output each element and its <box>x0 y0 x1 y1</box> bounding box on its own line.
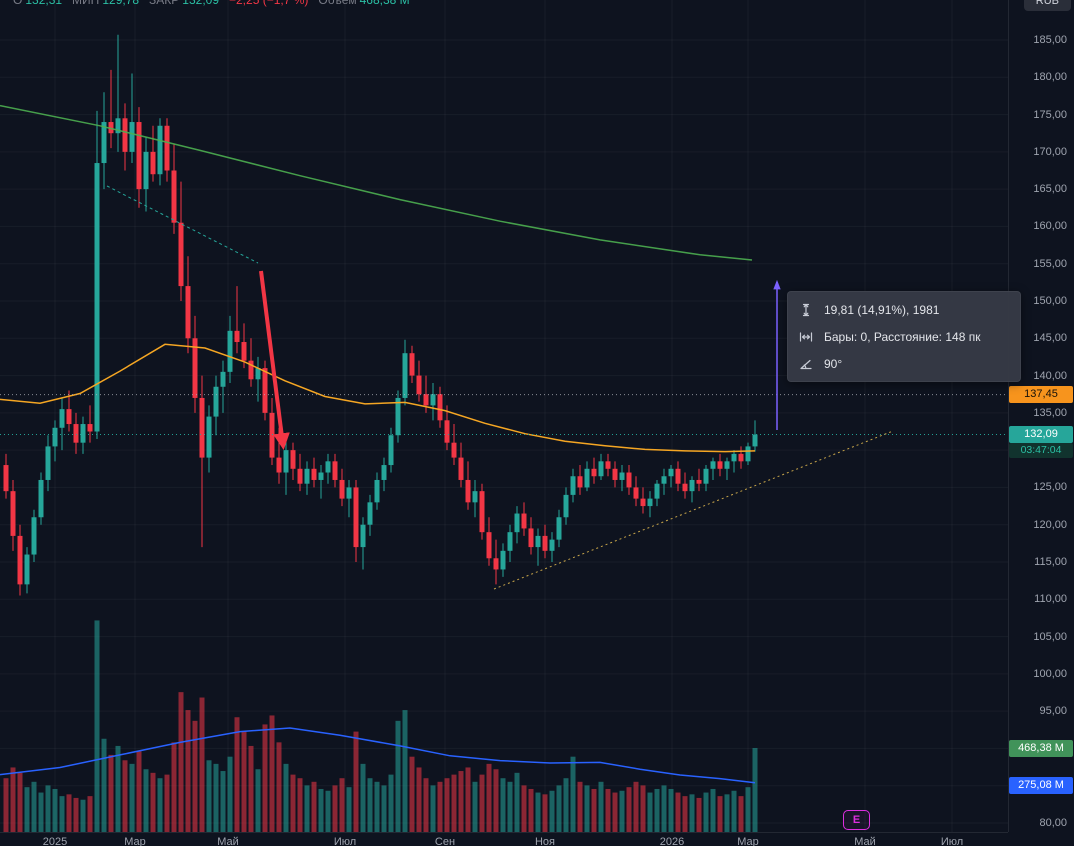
price-axis-label: 170,00 <box>1033 145 1067 158</box>
measure-angle-text: 90° <box>824 356 843 371</box>
price-axis-label: 100,00 <box>1033 667 1067 680</box>
time-axis-label: Май <box>854 836 876 846</box>
time-axis-label: Июл <box>333 836 357 846</box>
time-axis[interactable]: 2025 Мар Май Июл Сен Ноя 2026 Мар Май Июл <box>0 832 1008 846</box>
time-axis-label: Май <box>217 836 239 846</box>
legend-value: 129,78 <box>102 0 140 7</box>
volume-ma-tag: 275,08 М <box>1009 777 1073 794</box>
price-axis-label: 125,00 <box>1033 481 1067 494</box>
measure-tooltip: 19,81 (14,91%), 1981 Бары: 0, Расстояние… <box>787 291 1021 382</box>
legend-label: ЗАКР <box>149 0 180 7</box>
price-axis-label: 80,00 <box>1039 816 1067 829</box>
time-axis-label: Ноя <box>534 836 556 846</box>
price-axis-label: 135,00 <box>1033 406 1067 419</box>
price-axis-label: 175,00 <box>1033 108 1067 121</box>
price-axis-label: 165,00 <box>1033 183 1067 196</box>
time-axis-label: 2025 <box>42 836 68 846</box>
time-axis-label: 2026 <box>659 836 685 846</box>
price-axis-label: 180,00 <box>1033 71 1067 84</box>
angle-icon <box>798 356 814 372</box>
last-price-tag: 132,09 <box>1009 426 1073 443</box>
price-axis-label: 140,00 <box>1033 369 1067 382</box>
legend-value: 468,38 М <box>359 0 410 7</box>
ohlc-legend: О 132,31 МИН 129,78 ЗАКР 132,09 −2,25 (−1,7 %)… <box>3 0 410 7</box>
measure-bars-text: Бары: 0, Расстояние: 148 пк <box>824 329 981 344</box>
volume-value-tag: 468,38 М <box>1009 740 1073 757</box>
legend-value: 132,31 <box>25 0 63 7</box>
drawn-line-price-tag: 137,45 <box>1009 386 1073 403</box>
price-axis-label: 95,00 <box>1039 705 1067 718</box>
legend-value: 132,09 <box>182 0 219 7</box>
price-axis-label: 155,00 <box>1033 257 1067 270</box>
measure-range-text: 19,81 (14,91%), 1981 <box>824 302 940 317</box>
price-axis-label: 120,00 <box>1033 518 1067 531</box>
legend-label: Объем <box>318 0 357 7</box>
price-axis-label: 150,00 <box>1033 294 1067 307</box>
measure-angle-row: 90° <box>798 350 1010 377</box>
measure-bars-row: Бары: 0, Расстояние: 148 пк <box>798 323 1010 350</box>
price-axis[interactable]: 185,00 180,00 175,00 170,00 165,00 160,00 155,… <box>1008 0 1074 832</box>
measure-range-row: 19,81 (14,91%), 1981 <box>798 296 1010 323</box>
legend-label: МИН <box>72 0 100 7</box>
price-axis-label: 145,00 <box>1033 332 1067 345</box>
legend-label: О <box>13 0 23 7</box>
price-axis-label: 115,00 <box>1034 555 1067 568</box>
bar-countdown-tag: 03:47:04 <box>1009 443 1073 458</box>
ruler-icon <box>798 302 814 318</box>
time-axis-label: Сен <box>434 836 456 846</box>
time-axis-label: Мар <box>124 836 146 846</box>
currency-button[interactable]: RUB <box>1023 0 1071 11</box>
time-axis-label: Июл <box>940 836 964 846</box>
price-axis-label: 185,00 <box>1033 34 1067 46</box>
price-axis-label: 160,00 <box>1033 220 1067 233</box>
time-axis-label: Мар <box>737 836 759 846</box>
price-axis-label: 110,00 <box>1034 593 1067 606</box>
price-axis-label: 105,00 <box>1033 630 1067 643</box>
bars-distance-icon <box>798 329 814 345</box>
legend-change: −2,25 (−1,7 %) <box>229 0 309 7</box>
events-icon[interactable]: E <box>843 810 870 830</box>
